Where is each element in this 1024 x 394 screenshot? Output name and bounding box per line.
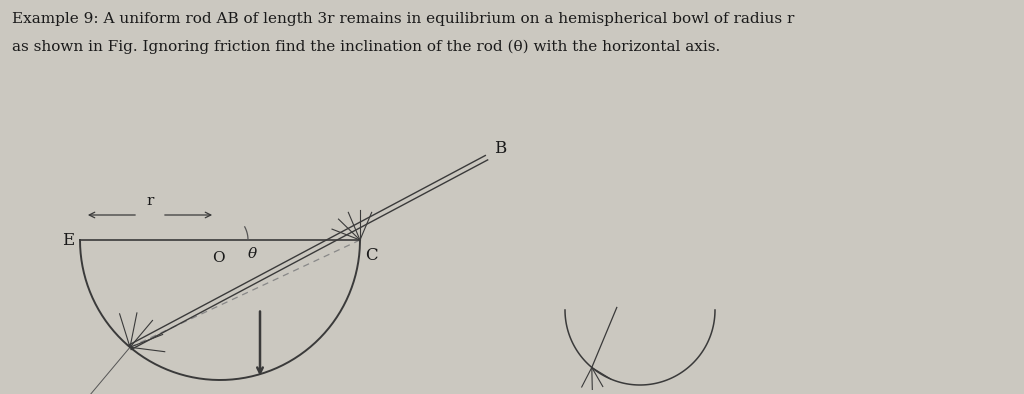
Text: as shown in Fig. Ignoring friction find the inclination of the rod (θ) with the : as shown in Fig. Ignoring friction find … bbox=[12, 40, 720, 54]
Text: C: C bbox=[365, 247, 378, 264]
Text: Example 9: A uniform rod AB of length 3r remains in equilibrium on a hemispheric: Example 9: A uniform rod AB of length 3r… bbox=[12, 12, 795, 26]
Text: θ: θ bbox=[248, 247, 257, 261]
Text: E: E bbox=[62, 232, 75, 249]
Text: r: r bbox=[146, 194, 154, 208]
Text: B: B bbox=[495, 140, 507, 157]
Text: O: O bbox=[212, 251, 224, 265]
